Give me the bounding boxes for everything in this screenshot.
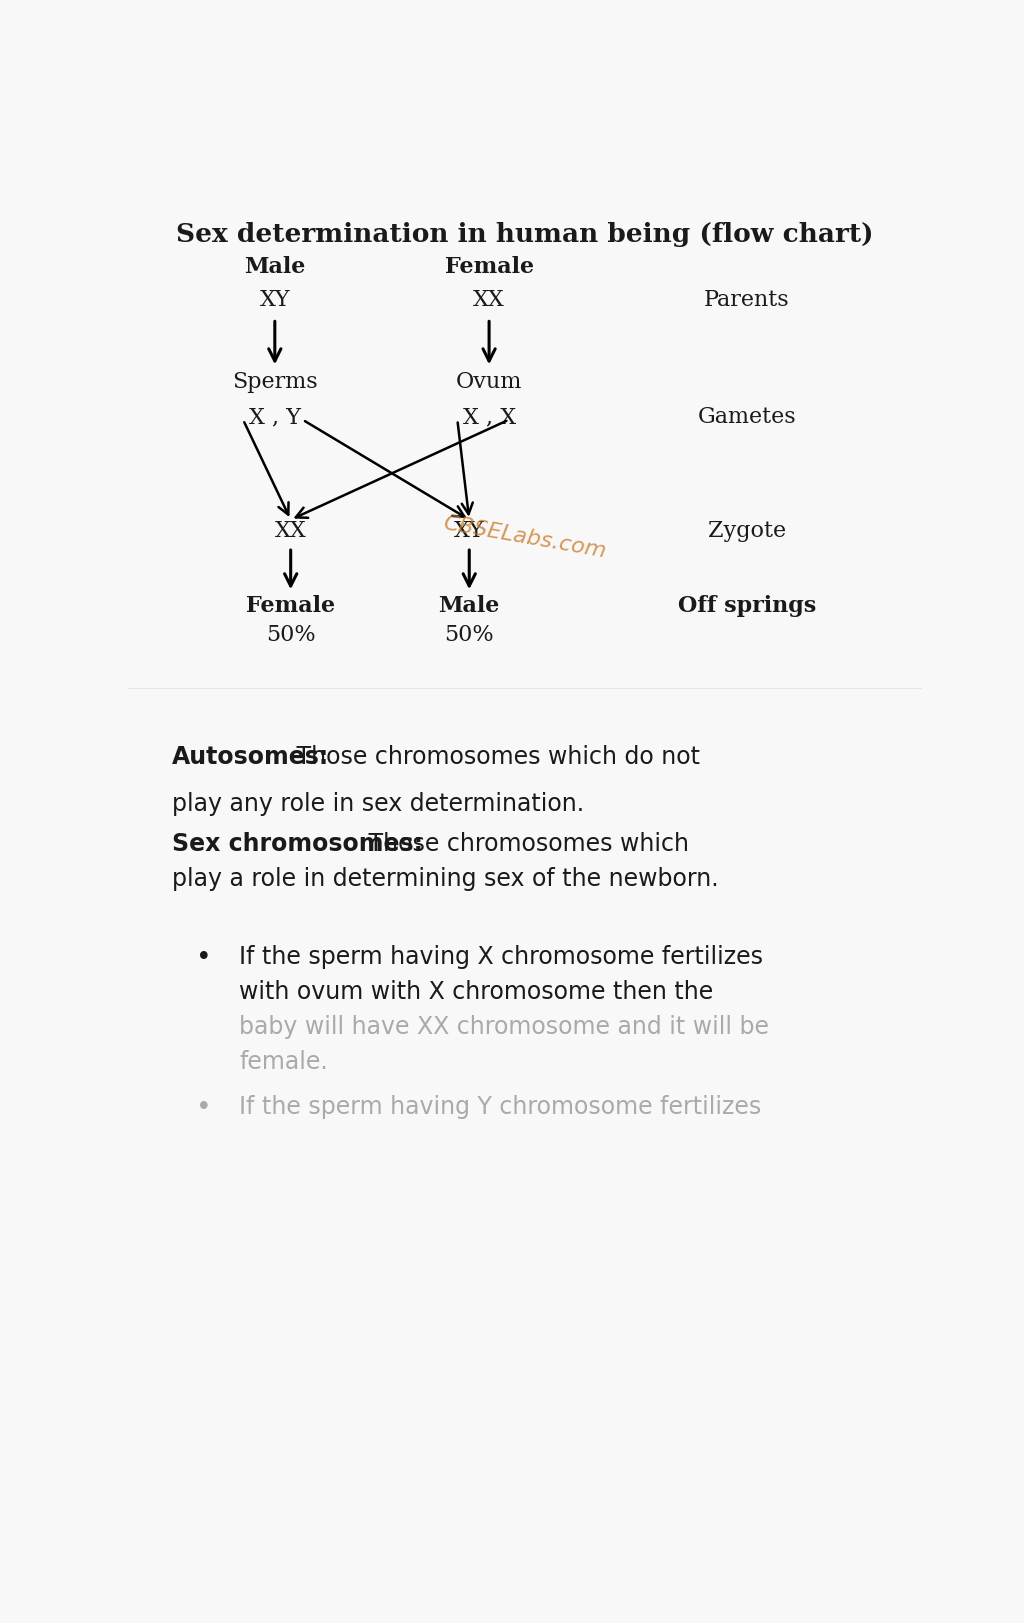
Text: Zygote: Zygote: [708, 519, 786, 542]
Text: •: •: [196, 945, 211, 971]
Text: 50%: 50%: [266, 623, 315, 646]
Text: 50%: 50%: [444, 623, 494, 646]
Text: Female: Female: [246, 596, 335, 617]
Text: with ovum with X chromosome then the: with ovum with X chromosome then the: [240, 980, 714, 1003]
Text: Those chromosomes which: Those chromosomes which: [360, 833, 688, 855]
Text: •: •: [196, 1094, 211, 1120]
Text: XX: XX: [274, 519, 306, 542]
Text: XY: XY: [454, 519, 484, 542]
Text: Autosomes:: Autosomes:: [172, 745, 329, 769]
Text: XX: XX: [473, 289, 505, 310]
Text: baby will have XX chromosome and it will be: baby will have XX chromosome and it will…: [240, 1014, 769, 1039]
Text: Ovum: Ovum: [456, 372, 522, 393]
Text: Sex chromosomes:: Sex chromosomes:: [172, 833, 423, 855]
Text: play a role in determining sex of the newborn.: play a role in determining sex of the ne…: [172, 867, 718, 891]
Text: If the sperm having Y chromosome fertilizes: If the sperm having Y chromosome fertili…: [240, 1094, 762, 1118]
Text: Female: Female: [444, 256, 534, 278]
Text: Sperms: Sperms: [232, 372, 317, 393]
Text: If the sperm having X chromosome fertilizes: If the sperm having X chromosome fertili…: [240, 945, 763, 969]
Text: Parents: Parents: [705, 289, 790, 310]
Text: Male: Male: [438, 596, 500, 617]
Text: CBSELabs.com: CBSELabs.com: [441, 513, 608, 562]
Text: X , Y: X , Y: [249, 406, 301, 428]
Text: Those chromosomes which do not: Those chromosomes which do not: [289, 745, 700, 769]
Text: Sex determination in human being (flow chart): Sex determination in human being (flow c…: [176, 222, 873, 247]
Text: X , X: X , X: [463, 406, 516, 428]
Text: Off springs: Off springs: [678, 596, 816, 617]
Text: female.: female.: [240, 1050, 328, 1073]
Text: Gametes: Gametes: [697, 406, 797, 428]
Text: Male: Male: [244, 256, 305, 278]
Text: XY: XY: [259, 289, 290, 310]
Text: play any role in sex determination.: play any role in sex determination.: [172, 792, 584, 816]
